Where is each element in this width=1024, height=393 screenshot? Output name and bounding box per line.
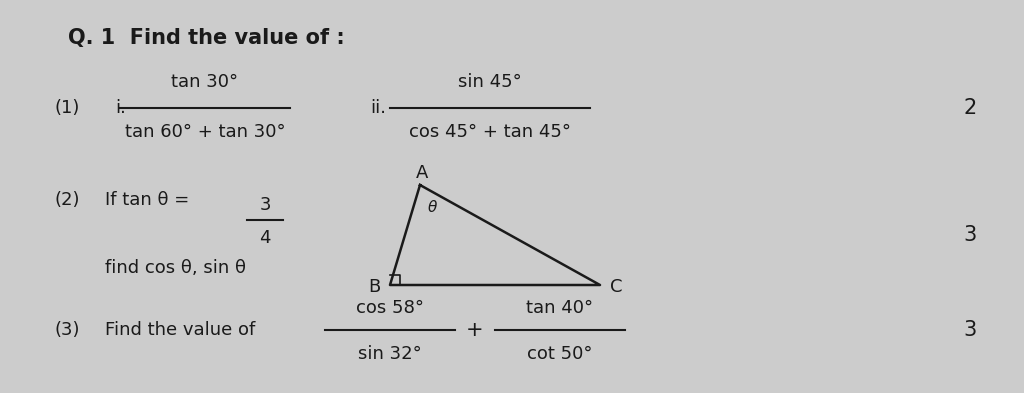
Text: i.: i. <box>115 99 126 117</box>
Text: (2): (2) <box>55 191 81 209</box>
Text: (1): (1) <box>55 99 80 117</box>
Text: 3: 3 <box>964 225 977 245</box>
Text: cos 58°: cos 58° <box>356 299 424 317</box>
Text: cot 50°: cot 50° <box>527 345 593 363</box>
Text: 4: 4 <box>259 229 270 247</box>
Text: If tan θ =: If tan θ = <box>105 191 189 209</box>
Text: θ: θ <box>427 200 436 215</box>
Text: A: A <box>416 164 428 182</box>
Text: (3): (3) <box>55 321 81 339</box>
Text: Q. 1  Find the value of :: Q. 1 Find the value of : <box>68 28 345 48</box>
Text: 3: 3 <box>259 196 270 214</box>
Text: B: B <box>368 278 380 296</box>
Text: find cos θ, sin θ: find cos θ, sin θ <box>105 259 246 277</box>
Text: 2: 2 <box>964 98 977 118</box>
Text: C: C <box>609 278 623 296</box>
Text: tan 40°: tan 40° <box>526 299 594 317</box>
Text: Find the value of: Find the value of <box>105 321 255 339</box>
Text: tan 60° + tan 30°: tan 60° + tan 30° <box>125 123 286 141</box>
Text: sin 45°: sin 45° <box>458 73 522 91</box>
Text: +: + <box>466 320 483 340</box>
Text: sin 32°: sin 32° <box>358 345 422 363</box>
Text: 3: 3 <box>964 320 977 340</box>
Text: ii.: ii. <box>370 99 386 117</box>
Text: cos 45° + tan 45°: cos 45° + tan 45° <box>409 123 571 141</box>
Text: tan 30°: tan 30° <box>171 73 239 91</box>
